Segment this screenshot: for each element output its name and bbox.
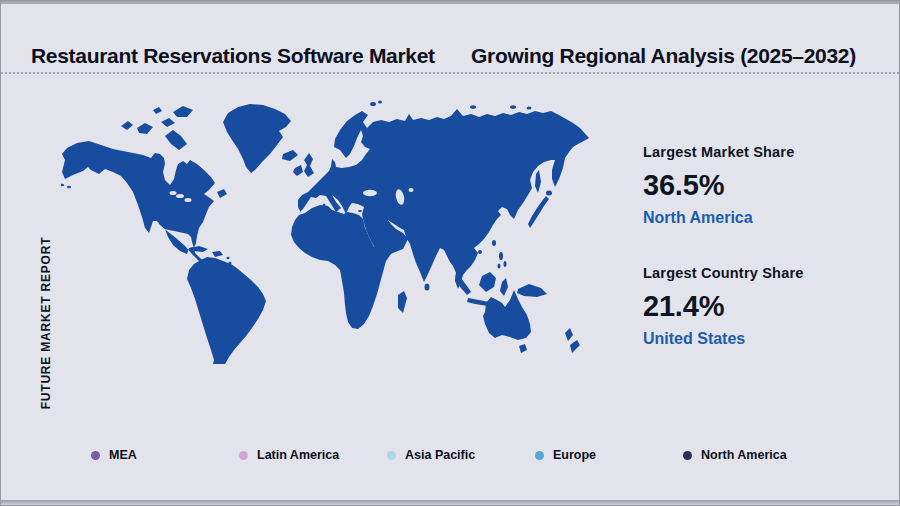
sardinia [323, 204, 326, 209]
world-map [61, 96, 601, 364]
siberian-island [510, 105, 516, 109]
greenland [223, 104, 291, 173]
great-lake [170, 191, 177, 195]
crete [350, 219, 355, 221]
title-divider [1, 72, 899, 74]
sakhalin [535, 170, 541, 193]
java [467, 298, 489, 306]
infographic-page: Restaurant Reservations Software Market … [0, 0, 900, 506]
hispaniola [212, 251, 223, 257]
japan [528, 196, 549, 228]
bottom-edge-strip [1, 500, 899, 505]
legend-dot-north-america [683, 451, 692, 460]
arctic-island [153, 107, 162, 114]
legend-item: North America [683, 448, 787, 462]
legend-label: MEA [109, 448, 137, 462]
great-lake [176, 194, 184, 198]
svalbard [370, 102, 376, 106]
philippines [498, 264, 501, 269]
legend-dot-asia-pacific [387, 451, 396, 460]
north-america [62, 141, 215, 266]
antilles-island [227, 257, 230, 259]
legend-dot-latin-america [239, 451, 248, 460]
brand-vertical-text: FUTURE MARKET REPORT [39, 237, 53, 410]
philippines [504, 261, 507, 267]
black-sea [363, 190, 377, 196]
arctic-island [173, 106, 193, 117]
arctic-island [165, 130, 187, 150]
svalbard [378, 101, 382, 104]
borneo [479, 272, 496, 292]
hokkaido [546, 191, 552, 196]
legend-item: MEA [91, 448, 137, 462]
legend-item: Asia Pacific [387, 448, 475, 462]
top-edge-strip [1, 1, 899, 4]
legend-dot-mea [91, 451, 100, 460]
page-subtitle: Growing Regional Analysis (2025–2032) [471, 44, 856, 68]
new-zealand-north [565, 328, 573, 341]
legend-dot-europe [535, 451, 544, 460]
legend-item: Europe [535, 448, 596, 462]
sulawesi [500, 278, 508, 296]
aleutian-island [61, 184, 64, 187]
legend-item: Latin America [239, 448, 339, 462]
legend-label: North America [701, 448, 787, 462]
great-lake [185, 198, 192, 202]
legend-label: Europe [553, 448, 596, 462]
stat-region: North America [643, 209, 794, 227]
sri-lanka [425, 284, 430, 291]
stat-region: United States [643, 330, 804, 348]
arctic-island [137, 123, 153, 134]
aleutian-island [67, 186, 71, 189]
philippines [499, 252, 503, 260]
tasmania [519, 344, 527, 353]
newfoundland [217, 189, 227, 198]
new-zealand-south [570, 340, 580, 353]
aral-sea [409, 188, 414, 192]
antilles-island [229, 262, 232, 264]
stat-value: 36.5% [643, 169, 794, 202]
ireland [293, 165, 303, 176]
south-america [187, 257, 266, 364]
sicily [331, 215, 336, 218]
australia [483, 290, 531, 340]
taiwan [492, 240, 496, 246]
iceland [282, 150, 298, 161]
siberian-island [527, 107, 532, 110]
stat-country-share: Largest Country Share 21.4% United State… [643, 265, 804, 348]
stat-market-share: Largest Market Share 36.5% North America [643, 144, 794, 227]
madagascar [398, 291, 407, 313]
hainan [478, 250, 482, 254]
legend-label: Latin America [257, 448, 339, 462]
stat-label: Largest Country Share [643, 265, 804, 281]
page-title: Restaurant Reservations Software Market [31, 44, 435, 68]
siberian-island [470, 105, 476, 109]
stat-value: 21.4% [643, 290, 804, 323]
new-guinea [517, 284, 547, 297]
arctic-island [161, 118, 175, 127]
cyprus [358, 210, 362, 212]
legend-label: Asia Pacific [405, 448, 475, 462]
united-kingdom [304, 153, 314, 177]
stat-label: Largest Market Share [643, 144, 794, 160]
arctic-island [121, 121, 133, 130]
